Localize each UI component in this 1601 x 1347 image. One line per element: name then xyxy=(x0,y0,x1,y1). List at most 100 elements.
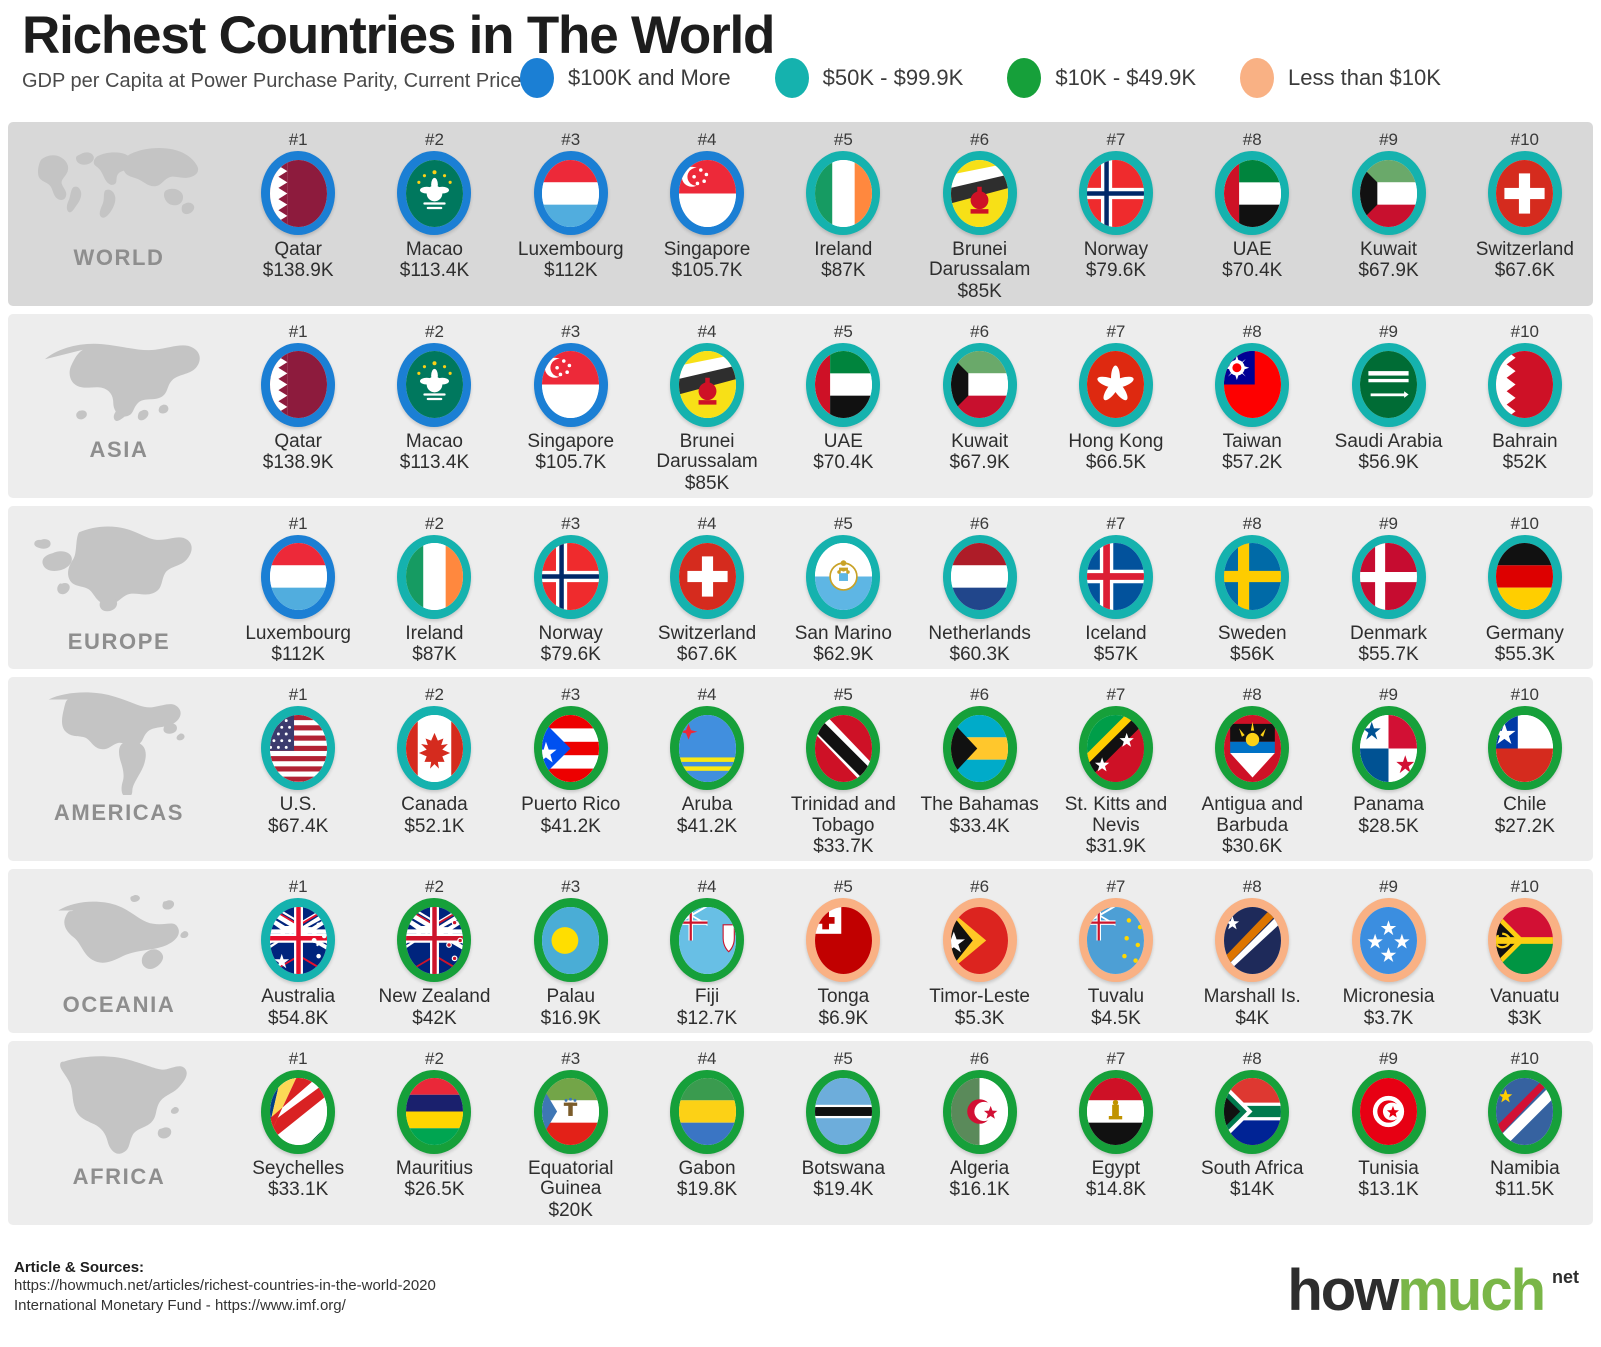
country-card[interactable]: #6 Netherlands $60.3K xyxy=(911,515,1047,666)
country-card[interactable]: #5 Tonga $6.9K xyxy=(775,878,911,1029)
flag-badge-teal xyxy=(1078,151,1153,235)
country-card[interactable]: #3 Luxembourg $112K xyxy=(503,131,639,302)
country-card[interactable]: #5 Trinidad and Tobago $33.7K xyxy=(775,686,911,857)
country-name: Mauritius xyxy=(395,1157,473,1179)
country-card[interactable]: #3 Singapore $105.7K xyxy=(503,323,639,494)
legend-item-peach: Less than $10K xyxy=(1240,58,1441,98)
logo-part-much: much xyxy=(1397,1258,1546,1323)
country-card[interactable]: #8 Marshall Is. $4K xyxy=(1184,878,1320,1029)
country-card[interactable]: #2 Macao $113.4K xyxy=(366,323,502,494)
country-card[interactable]: #8 Sweden $56K xyxy=(1184,515,1320,666)
flag-icon xyxy=(951,159,1009,227)
country-card[interactable]: #5 Ireland $87K xyxy=(775,131,911,302)
gdp-value: $57K xyxy=(1093,644,1139,666)
country-card[interactable]: #9 Denmark $55.7K xyxy=(1320,515,1456,666)
flag-icon xyxy=(269,351,327,419)
country-card[interactable]: #9 Tunisia $13.1K xyxy=(1320,1050,1456,1221)
country-card[interactable]: #6 Kuwait $67.9K xyxy=(911,323,1047,494)
country-card[interactable]: #10 Bahrain $52K xyxy=(1457,323,1593,494)
flag-badge-teal xyxy=(261,706,336,791)
country-card[interactable]: #5 San Marino $62.9K xyxy=(775,515,911,666)
country-card[interactable]: #7 Hong Kong $66.5K xyxy=(1048,323,1184,494)
country-card[interactable]: #8 UAE $70.4K xyxy=(1184,131,1320,302)
country-card[interactable]: #8 South Africa $14K xyxy=(1184,1050,1320,1221)
country-cards: #1 Australia $54.8K #2 New Zealand $42K #3 Pala… xyxy=(230,878,1593,1029)
country-card[interactable]: #9 Saudi Arabia $56.9K xyxy=(1320,323,1456,494)
rank-label: #4 xyxy=(697,685,717,705)
country-card[interactable]: #7 St. Kitts and Nevis $31.9K xyxy=(1048,686,1184,857)
flag-icon xyxy=(951,714,1009,782)
rank-label: #8 xyxy=(1242,130,1262,149)
region-row-oceania: OCEANIA #1 Australia $54.8K #2 New Zealand $42… xyxy=(8,869,1593,1033)
country-name: Luxembourg xyxy=(245,622,351,644)
gdp-value: $3.7K xyxy=(1363,1007,1414,1029)
country-card[interactable]: #6 The Bahamas $33.4K xyxy=(911,686,1047,857)
region-name: EUROPE xyxy=(67,628,171,654)
country-card[interactable]: #3 Equatorial Guinea $20K xyxy=(503,1050,639,1221)
country-card[interactable]: #7 Tuvalu $4.5K xyxy=(1048,878,1184,1029)
country-card[interactable]: #1 Qatar $138.9K xyxy=(230,131,366,302)
country-card[interactable]: #2 Macao $113.4K xyxy=(366,131,502,302)
country-card[interactable]: #3 Puerto Rico $41.2K xyxy=(503,686,639,857)
country-name: Namibia xyxy=(1489,1157,1560,1179)
country-card[interactable]: #7 Egypt $14.8K xyxy=(1048,1050,1184,1221)
flag-icon xyxy=(1223,1078,1281,1146)
country-name: Chile xyxy=(1503,794,1547,816)
country-card[interactable]: #10 Namibia $11.5K xyxy=(1457,1050,1593,1221)
country-card[interactable]: #9 Panama $28.5K xyxy=(1320,686,1456,857)
region-row-world: WORLD #1 Qatar $138.9K #2 Macao $113.4K #3 Luxem… xyxy=(8,122,1593,306)
country-card[interactable]: #7 Norway $79.6K xyxy=(1048,131,1184,302)
gdp-value: $14K xyxy=(1230,1179,1275,1201)
country-card[interactable]: #5 Botswana $19.4K xyxy=(775,1050,911,1221)
country-card[interactable]: #5 UAE $70.4K xyxy=(775,323,911,494)
country-card[interactable]: #3 Norway $79.6K xyxy=(503,515,639,666)
rank-label: #3 xyxy=(561,130,581,149)
flag-badge-green xyxy=(261,1069,336,1154)
country-card[interactable]: #8 Taiwan $57.2K xyxy=(1184,323,1320,494)
source-line[interactable]: International Monetary Fund - https://ww… xyxy=(14,1297,346,1315)
country-card[interactable]: #10 Chile $27.2K xyxy=(1457,686,1593,857)
country-card[interactable]: #8 Antigua and Barbuda $30.6K xyxy=(1184,686,1320,857)
country-card[interactable]: #10 Vanuatu $3K xyxy=(1457,878,1593,1029)
country-card[interactable]: #9 Micronesia $3.7K xyxy=(1320,878,1456,1029)
country-card[interactable]: #2 New Zealand $42K xyxy=(366,878,502,1029)
source-line[interactable]: https://howmuch.net/articles/richest-cou… xyxy=(14,1277,436,1294)
country-card[interactable]: #4 Fiji $12.7K xyxy=(639,878,775,1029)
country-card[interactable]: #4 Switzerland $67.6K xyxy=(639,515,775,666)
flag-badge-teal xyxy=(1215,151,1290,235)
country-card[interactable]: #10 Germany $55.3K xyxy=(1457,515,1593,666)
country-card[interactable]: #4 Gabon $19.8K xyxy=(639,1050,775,1221)
country-card[interactable]: #4 Singapore $105.7K xyxy=(639,131,775,302)
country-name: Puerto Rico xyxy=(521,794,621,816)
country-card[interactable]: #1 Seychelles $33.1K xyxy=(230,1050,366,1221)
logo-part-how: how xyxy=(1287,1258,1399,1323)
country-card[interactable]: #7 Iceland $57K xyxy=(1048,515,1184,666)
country-card[interactable]: #6 Brunei Darussalam $85K xyxy=(911,131,1047,302)
country-card[interactable]: #1 U.S. $67.4K xyxy=(230,686,366,857)
country-card[interactable]: #3 Palau $16.9K xyxy=(503,878,639,1029)
country-card[interactable]: #4 Brunei Darussalam $85K xyxy=(639,323,775,494)
country-card[interactable]: #2 Canada $52.1K xyxy=(366,686,502,857)
country-card[interactable]: #2 Ireland $87K xyxy=(366,515,502,666)
country-card[interactable]: #1 Australia $54.8K xyxy=(230,878,366,1029)
country-card[interactable]: #1 Luxembourg $112K xyxy=(230,515,366,666)
country-card[interactable]: #10 Switzerland $67.6K xyxy=(1457,131,1593,302)
africa-map xyxy=(24,1054,214,1162)
legend: $100K and More $50K - $99.9K $10K - $49.9K… xyxy=(520,58,1485,98)
flag-badge-teal xyxy=(397,706,472,791)
rank-label: #8 xyxy=(1242,685,1262,705)
country-card[interactable]: #4 Aruba $41.2K xyxy=(639,686,775,857)
country-card[interactable]: #2 Mauritius $26.5K xyxy=(366,1050,502,1221)
gdp-value: $112K xyxy=(543,260,598,282)
country-name: Bahrain xyxy=(1492,430,1558,452)
gdp-value: $4.5K xyxy=(1091,1007,1141,1029)
gdp-value: $67.9K xyxy=(949,452,1010,474)
country-card[interactable]: #6 Algeria $16.1K xyxy=(911,1050,1047,1221)
country-card[interactable]: #9 Kuwait $67.9K xyxy=(1320,131,1456,302)
flag-badge-peach xyxy=(806,898,881,983)
country-card[interactable]: #6 Timor-Leste $5.3K xyxy=(911,878,1047,1029)
country-name: Norway xyxy=(1083,239,1149,260)
howmuch-logo[interactable]: how much net xyxy=(1287,1257,1579,1324)
country-card[interactable]: #1 Qatar $138.9K xyxy=(230,323,366,494)
rank-label: #6 xyxy=(970,1048,990,1068)
